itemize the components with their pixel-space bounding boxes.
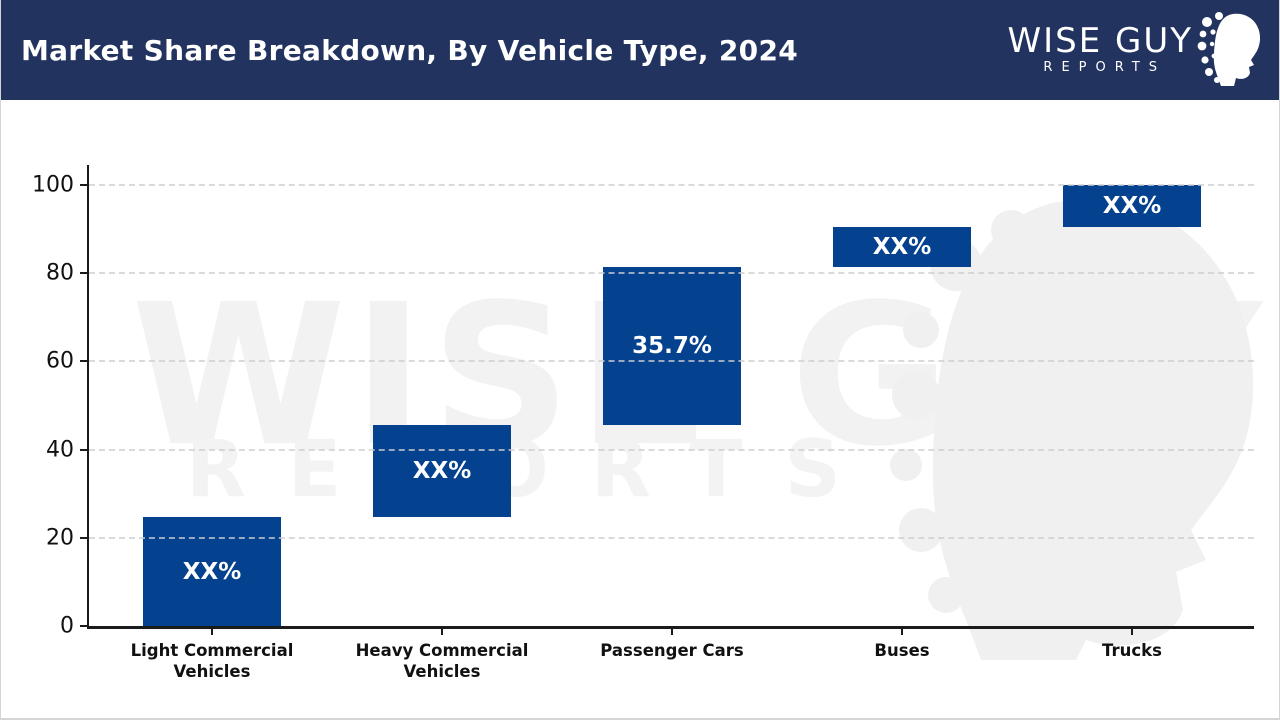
bar-value-label: XX% bbox=[412, 457, 472, 484]
brand-logo-text: WISE GUY REPORTS bbox=[1007, 22, 1193, 76]
grid-line-100 bbox=[89, 184, 1254, 186]
bar-value-label: XX% bbox=[872, 234, 932, 261]
bar-value-label: 35.7% bbox=[632, 333, 712, 360]
x-tick-mark bbox=[1131, 628, 1133, 635]
bar-passenger-cars bbox=[603, 267, 741, 425]
brand-logo: WISE GUY REPORTS bbox=[1007, 8, 1263, 90]
grid-line-40 bbox=[89, 448, 1254, 451]
brand-head-icon bbox=[1197, 12, 1261, 87]
watermark-reports-text: REPORTS bbox=[186, 425, 883, 515]
y-tick-label-60: 60 bbox=[46, 348, 74, 374]
x-tick-mark bbox=[441, 628, 443, 635]
bar-value-label: XX% bbox=[182, 558, 242, 585]
bar-value-label: XX% bbox=[1102, 192, 1162, 219]
bar-heavy-commercial-vehicles bbox=[373, 424, 511, 518]
x-category-label: Buses bbox=[874, 641, 930, 660]
y-tick-mark-0 bbox=[80, 625, 87, 627]
x-axis-spine bbox=[87, 626, 1254, 629]
y-tick-label-100: 100 bbox=[32, 172, 74, 198]
grid-line-60 bbox=[89, 360, 1254, 363]
y-tick-mark-20 bbox=[80, 536, 87, 539]
y-tick-label-80: 80 bbox=[46, 260, 74, 286]
y-axis-spine bbox=[87, 165, 89, 628]
y-tick-label-40: 40 bbox=[46, 437, 74, 463]
y-tick-mark-100 bbox=[80, 184, 87, 186]
page-title: Market Share Breakdown, By Vehicle Type,… bbox=[21, 33, 799, 67]
x-category-label: Light Commercial Vehicles bbox=[130, 641, 294, 681]
x-tick-mark bbox=[901, 628, 903, 635]
x-category-label: Heavy Commercial Vehicles bbox=[355, 641, 529, 681]
x-tick-mark bbox=[671, 628, 673, 635]
brand-name: WISE GUY bbox=[1007, 21, 1193, 61]
x-category-label: Trucks bbox=[1102, 641, 1162, 660]
header-bar: Market Share Breakdown, By Vehicle Type,… bbox=[1, 0, 1279, 100]
grid-line-20 bbox=[89, 536, 1254, 539]
y-tick-mark-60 bbox=[80, 360, 87, 363]
bar-light-commercial-vehicles bbox=[143, 517, 281, 626]
y-tick-mark-80 bbox=[80, 272, 87, 275]
x-category-label: Passenger Cars bbox=[600, 641, 744, 660]
y-tick-label-0: 0 bbox=[60, 613, 74, 639]
brand-subname: REPORTS bbox=[1043, 60, 1167, 75]
grid-line-80 bbox=[89, 272, 1254, 275]
y-tick-mark-40 bbox=[80, 448, 87, 451]
y-tick-label-20: 20 bbox=[46, 525, 74, 551]
x-tick-mark bbox=[211, 628, 213, 635]
